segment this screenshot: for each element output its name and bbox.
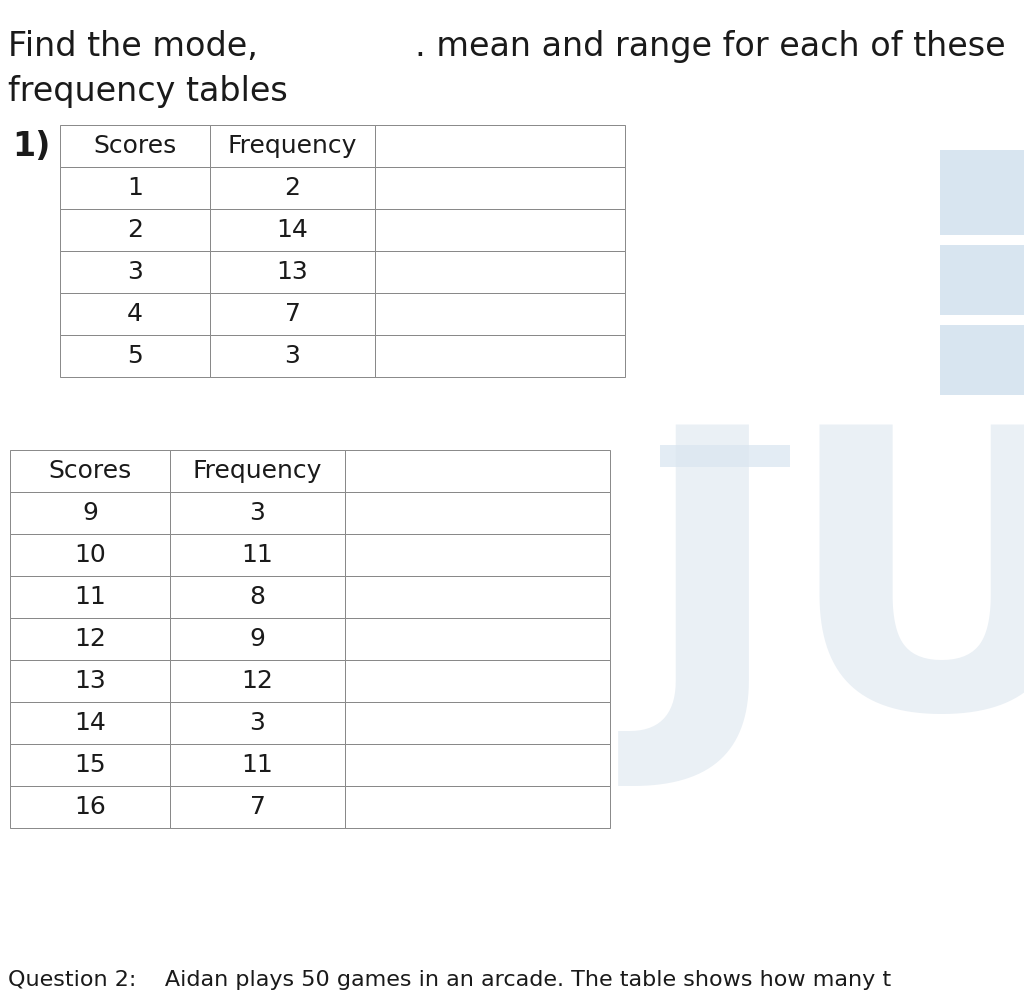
Text: 3: 3 <box>127 260 143 284</box>
Bar <box>375 335 625 377</box>
Text: Scores: Scores <box>93 134 176 158</box>
Bar <box>345 702 610 744</box>
Bar <box>345 450 610 492</box>
Bar <box>10 492 170 534</box>
Bar <box>210 335 375 377</box>
Bar <box>60 125 210 167</box>
Bar <box>940 325 1024 395</box>
Text: 11: 11 <box>242 753 273 777</box>
Text: 3: 3 <box>285 344 300 368</box>
Text: 15: 15 <box>74 753 105 777</box>
Bar <box>375 293 625 335</box>
Bar <box>660 445 790 467</box>
Bar <box>60 167 210 209</box>
Text: 13: 13 <box>276 260 308 284</box>
Text: 11: 11 <box>242 543 273 567</box>
Bar <box>60 251 210 293</box>
Bar <box>10 786 170 828</box>
Bar <box>170 618 345 660</box>
Text: 12: 12 <box>242 669 273 693</box>
Bar <box>345 660 610 702</box>
Bar <box>60 209 210 251</box>
Text: . mean and range for each of these: . mean and range for each of these <box>415 30 1006 63</box>
Bar <box>170 702 345 744</box>
Bar <box>210 251 375 293</box>
Bar <box>10 702 170 744</box>
Text: 1): 1) <box>12 130 50 163</box>
Text: 3: 3 <box>250 501 265 525</box>
Text: 14: 14 <box>74 711 105 735</box>
Bar <box>210 167 375 209</box>
Bar <box>375 209 625 251</box>
Text: 10: 10 <box>74 543 105 567</box>
Text: 8: 8 <box>250 585 265 609</box>
Text: 12: 12 <box>74 627 105 651</box>
Text: 1: 1 <box>127 176 143 200</box>
Text: 4: 4 <box>127 302 143 326</box>
Bar <box>10 534 170 576</box>
Bar <box>345 786 610 828</box>
Bar <box>60 293 210 335</box>
Bar <box>170 786 345 828</box>
Bar <box>375 125 625 167</box>
Bar <box>170 534 345 576</box>
Bar <box>940 150 1024 235</box>
Text: Scores: Scores <box>48 459 132 483</box>
Text: Question 2:    Aidan plays 50 games in an arcade. The table shows how many t: Question 2: Aidan plays 50 games in an a… <box>8 970 891 990</box>
Bar <box>345 744 610 786</box>
Bar <box>375 251 625 293</box>
Bar <box>170 492 345 534</box>
Bar <box>940 245 1024 315</box>
Text: 7: 7 <box>285 302 300 326</box>
Bar <box>210 209 375 251</box>
Bar <box>170 576 345 618</box>
Bar <box>345 492 610 534</box>
Bar <box>10 576 170 618</box>
Bar <box>10 744 170 786</box>
Text: 3: 3 <box>250 711 265 735</box>
Bar <box>345 534 610 576</box>
Bar <box>210 125 375 167</box>
Text: 2: 2 <box>285 176 300 200</box>
Bar <box>170 660 345 702</box>
Bar <box>170 744 345 786</box>
Bar <box>10 450 170 492</box>
Bar <box>345 618 610 660</box>
Bar <box>375 167 625 209</box>
Bar <box>345 576 610 618</box>
Bar <box>10 660 170 702</box>
Text: 14: 14 <box>276 218 308 242</box>
Text: 9: 9 <box>82 501 98 525</box>
Bar <box>10 618 170 660</box>
Text: 2: 2 <box>127 218 143 242</box>
Text: 9: 9 <box>250 627 265 651</box>
Text: 11: 11 <box>74 585 105 609</box>
Text: Find the mode,: Find the mode, <box>8 30 258 63</box>
Bar <box>170 450 345 492</box>
Text: 13: 13 <box>74 669 105 693</box>
Text: Frequency: Frequency <box>193 459 323 483</box>
Text: Frequency: Frequency <box>227 134 357 158</box>
Bar <box>210 293 375 335</box>
Text: 7: 7 <box>250 795 265 819</box>
Text: JU: JU <box>640 411 1024 788</box>
Text: frequency tables: frequency tables <box>8 75 288 108</box>
Text: 16: 16 <box>74 795 105 819</box>
Bar <box>60 335 210 377</box>
Text: 5: 5 <box>127 344 143 368</box>
